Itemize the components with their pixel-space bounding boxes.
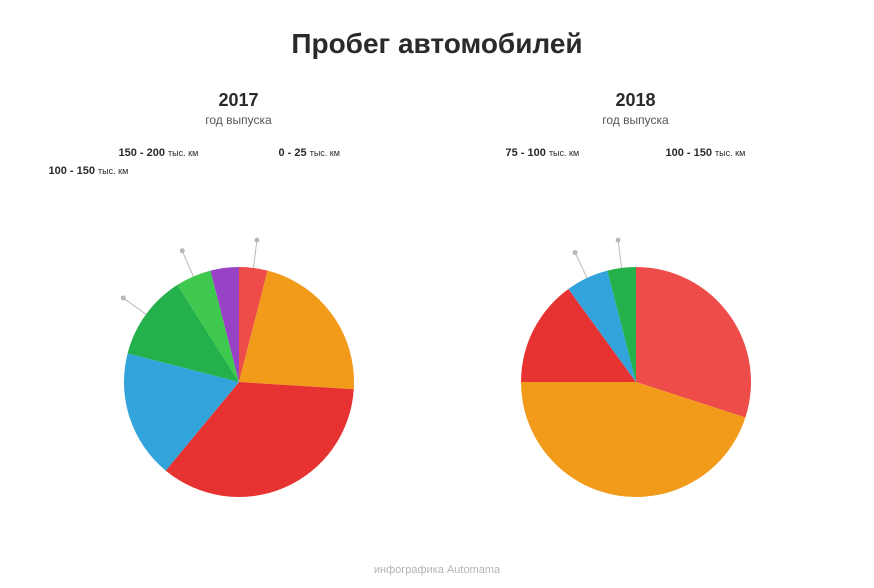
chart-2017: 2017 год выпуска 0 - 25 тыс. км25 - 50ТЫ…: [40, 90, 437, 487]
page-title: Пробег автомобилей: [0, 0, 874, 60]
pie-chart: [49, 207, 429, 547]
year-sublabel: год выпуска: [602, 113, 668, 127]
charts-row: 2017 год выпуска 0 - 25 тыс. км25 - 50ТЫ…: [0, 90, 874, 487]
callout-label: 100 - 150 тыс. км: [49, 165, 129, 177]
pie-chart: [446, 207, 826, 547]
year-label: 2017: [218, 90, 258, 111]
footer-credit: инфографика Automama: [0, 564, 874, 576]
pie-wrap-2017: 0 - 25 тыс. км25 - 50ТЫС.КМ50 - 75ТЫС.КМ…: [49, 147, 429, 487]
callout-label: 0 - 25 тыс. км: [279, 147, 340, 159]
year-label: 2018: [615, 90, 655, 111]
callout-label: 100 - 150 тыс. км: [666, 147, 746, 159]
pie-wrap-2018: 0 - 25ТЫС.КМ25 - 50ТЫС.КМ50 - 75ТЫС.КМ75…: [446, 147, 826, 487]
chart-2018: 2018 год выпуска 0 - 25ТЫС.КМ25 - 50ТЫС.…: [437, 90, 834, 487]
callout-label: 150 - 200 тыс. км: [119, 147, 199, 159]
year-sublabel: год выпуска: [205, 113, 271, 127]
callout-label: 75 - 100 тыс. км: [506, 147, 580, 159]
